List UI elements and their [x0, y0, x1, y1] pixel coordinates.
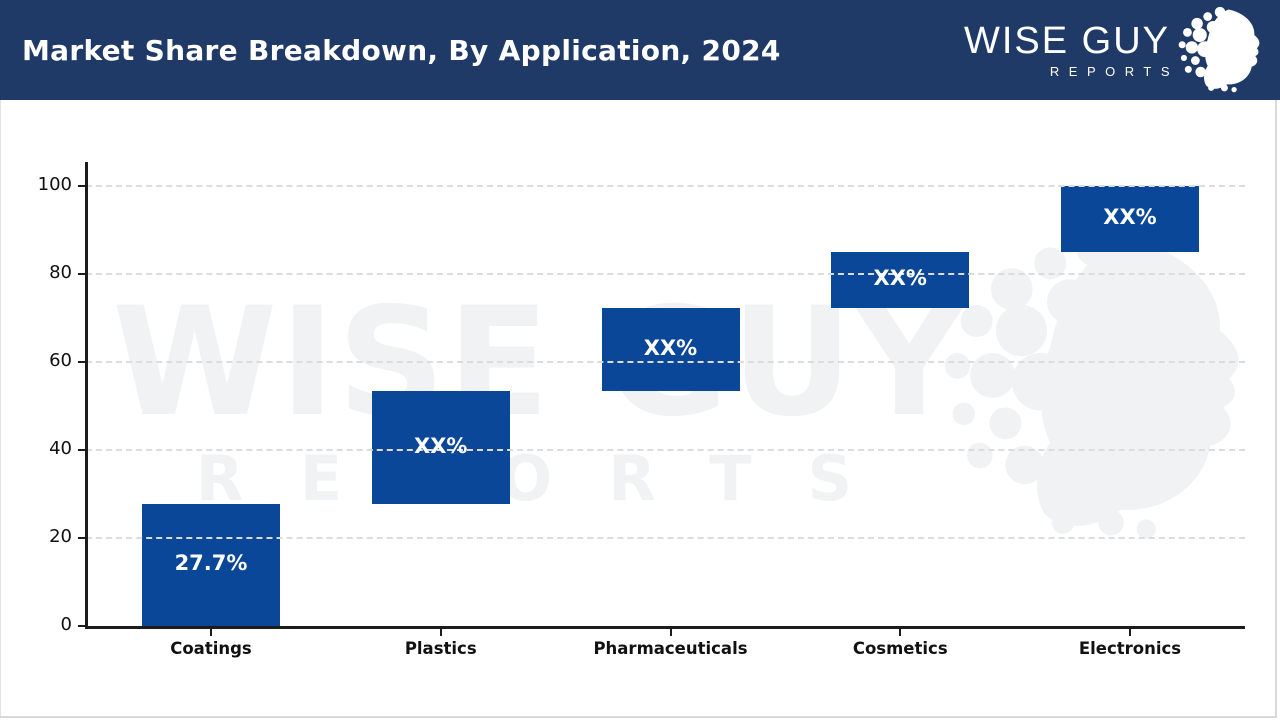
bar-label-coatings: 27.7% — [174, 551, 248, 576]
watermark-wordmark: WISE GUY — [112, 276, 966, 450]
x-tick-pharmaceuticals — [669, 628, 672, 636]
gridline-80 — [86, 273, 1245, 275]
x-tick-coatings — [210, 628, 212, 636]
bar-label-pharmaceuticals: XX% — [643, 335, 698, 360]
content-frame-right — [1275, 100, 1277, 717]
bar-plastics — [371, 391, 510, 505]
gridline-40 — [86, 449, 1245, 451]
y-tick-label-100: 100 — [37, 174, 72, 195]
y-tick-0 — [78, 625, 86, 627]
x-tick-label-electronics: Electronics — [1078, 639, 1182, 658]
y-tick-label-80: 80 — [49, 262, 72, 283]
y-tick-40 — [78, 449, 86, 451]
x-tick-electronics — [1129, 628, 1131, 636]
y-tick-60 — [78, 361, 86, 363]
logo-subtitle: REPORTS — [1049, 63, 1179, 79]
gridline-20 — [86, 537, 1245, 539]
x-axis-line — [85, 626, 1245, 629]
y-tick-label-60: 60 — [49, 350, 72, 371]
gridline-100 — [86, 185, 1245, 187]
x-tick-label-coatings: Coatings — [170, 639, 252, 658]
bar-label-plastics: XX% — [414, 433, 468, 458]
x-tick-cosmetics — [899, 628, 902, 636]
y-tick-label-40: 40 — [49, 438, 72, 459]
x-tick-label-pharmaceuticals: Pharmaceuticals — [593, 639, 748, 658]
y-axis-line — [85, 162, 88, 628]
x-tick-label-cosmetics: Cosmetics — [852, 639, 948, 658]
y-tick-20 — [78, 537, 86, 539]
wiseguy-logo: WISE GUY REPORTS — [964, 6, 1264, 94]
header-bar: Market Share Breakdown, By Application, … — [0, 0, 1280, 100]
bar-cosmetics — [831, 252, 970, 308]
y-tick-100 — [78, 185, 86, 187]
page-title: Market Share Breakdown, By Application, … — [22, 33, 781, 67]
x-tick-plastics — [439, 628, 442, 636]
watermark-subtitle: REPORTS — [196, 442, 909, 515]
bar-electronics — [1061, 186, 1199, 252]
bar-label-electronics: XX% — [1103, 205, 1157, 229]
y-tick-label-20: 20 — [49, 526, 72, 547]
y-tick-80 — [78, 273, 86, 275]
logo-text: WISE GUY REPORTS — [964, 22, 1170, 79]
gridline-60 — [86, 361, 1245, 363]
bar-pharmaceuticals — [601, 307, 740, 392]
logo-wordmark: WISE GUY — [963, 19, 1170, 62]
logo-head-icon — [1178, 6, 1260, 93]
y-tick-label-0: 0 — [60, 614, 72, 635]
content-frame-bottom — [0, 716, 1277, 718]
bar-coatings — [142, 504, 280, 626]
content-frame-left — [0, 100, 1, 718]
x-tick-label-plastics: Plastics — [404, 639, 477, 658]
bar-label-cosmetics: XX% — [873, 265, 927, 290]
